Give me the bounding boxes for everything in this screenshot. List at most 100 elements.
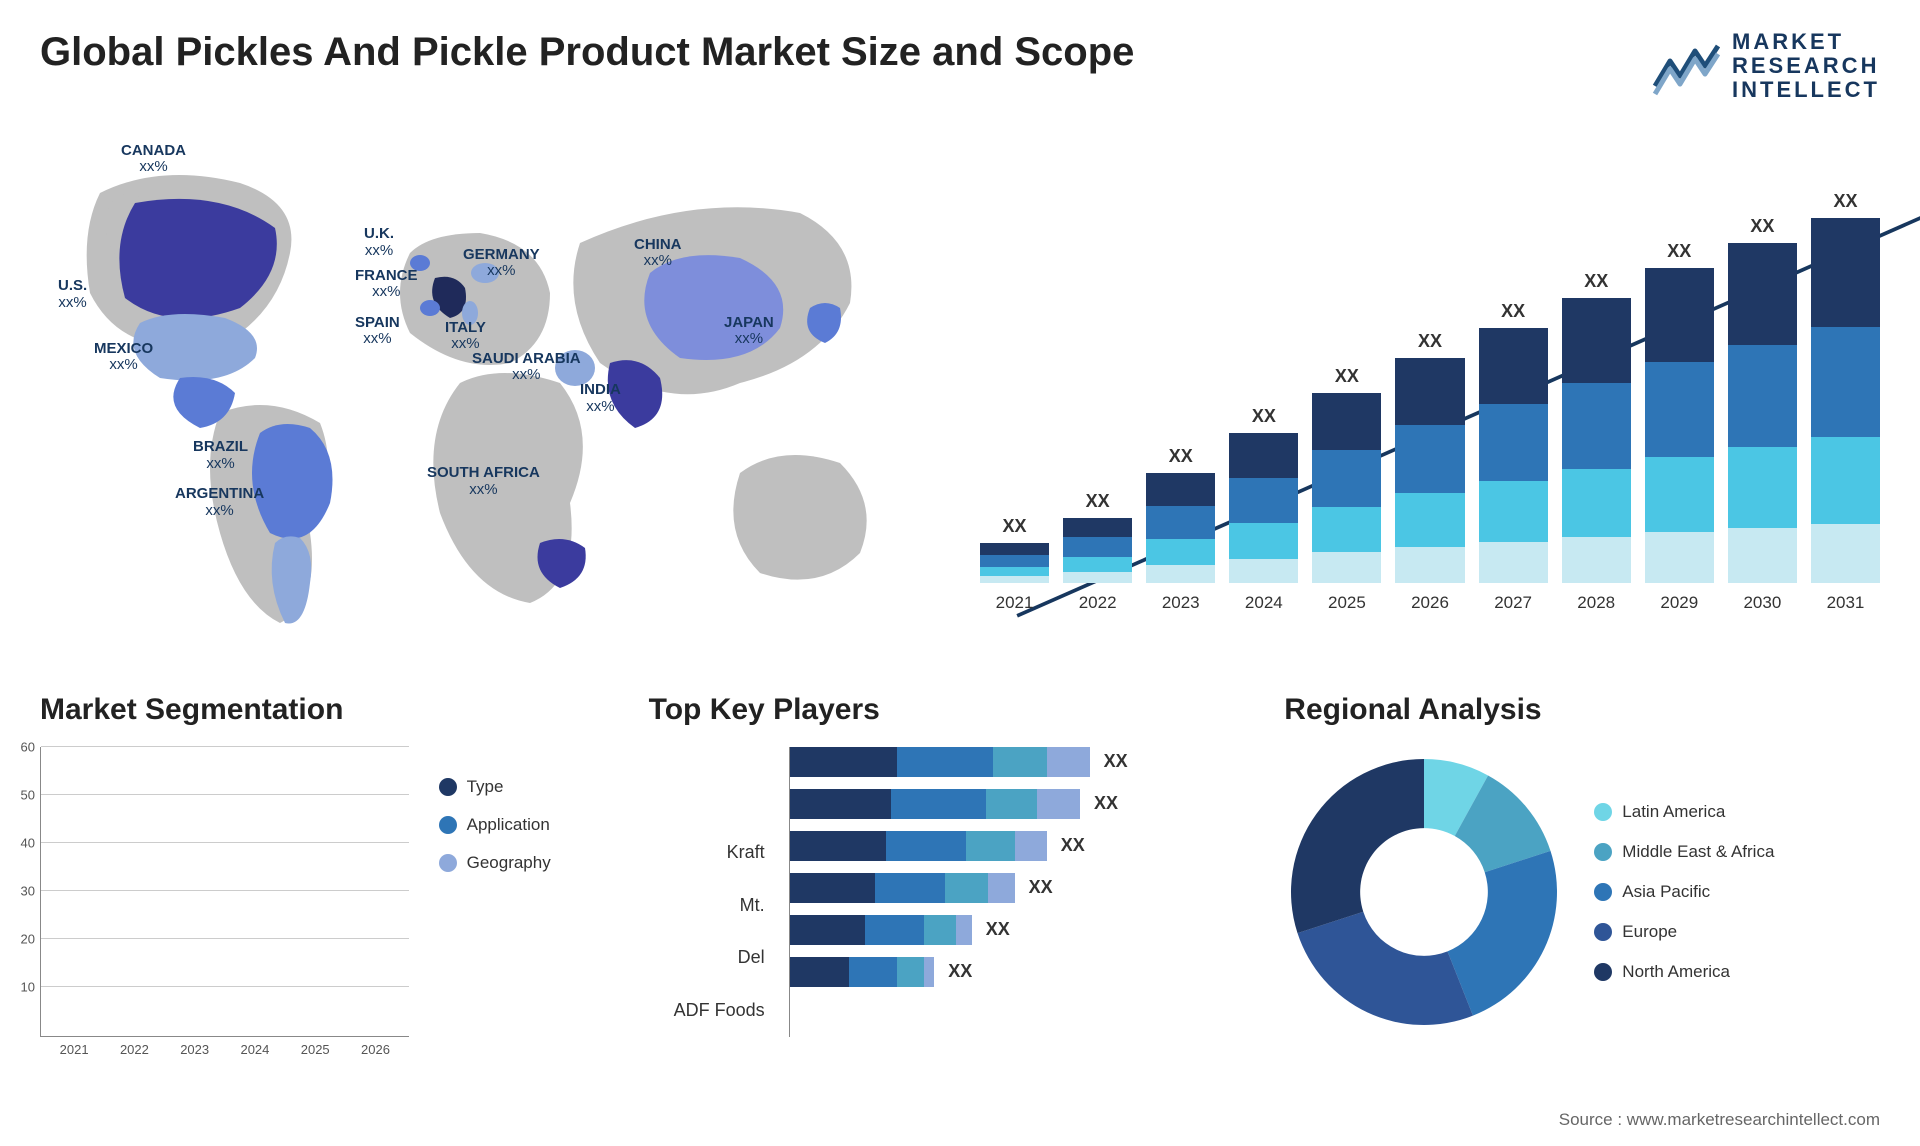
seg-xlabel: 2026	[350, 1042, 400, 1057]
legend-label: Europe	[1622, 922, 1677, 942]
regional-title: Regional Analysis	[1284, 693, 1880, 727]
seg-ytick: 30	[21, 884, 41, 899]
legend-label: Middle East & Africa	[1622, 842, 1774, 862]
kp-label: Kraft	[649, 842, 765, 863]
growth-bar: XX2025	[1312, 366, 1381, 613]
logo-text-1: MARKET	[1732, 30, 1880, 54]
map-label: U.S.xx%	[58, 278, 87, 311]
growth-bar-xlabel: 2026	[1411, 593, 1449, 613]
legend-item: North America	[1594, 962, 1774, 982]
seg-ytick: 10	[21, 980, 41, 995]
growth-bar-value: XX	[1667, 241, 1691, 262]
growth-bar-value: XX	[1086, 491, 1110, 512]
legend-item: Application	[439, 815, 609, 835]
kp-row: XX	[790, 915, 1245, 945]
kp-value: XX	[1061, 835, 1085, 856]
growth-bar: XX 2029	[1645, 241, 1714, 613]
donut-slice	[1448, 850, 1557, 1015]
seg-xlabel: 2022	[109, 1042, 159, 1057]
kp-value: XX	[986, 919, 1010, 940]
segmentation-chart: 202120222023202420252026 102030405060	[40, 747, 409, 1037]
seg-ytick: 50	[21, 787, 41, 802]
map-label: CANADAxx%	[121, 143, 186, 176]
map-label: ARGENTINAxx%	[175, 486, 264, 519]
map-label: CHINAxx%	[634, 237, 682, 270]
logo-icon	[1650, 36, 1720, 96]
growth-bar: XX2031	[1811, 191, 1880, 613]
source-footer: Source : www.marketresearchintellect.com	[1559, 1110, 1880, 1130]
seg-xlabel: 2021	[49, 1042, 99, 1057]
logo-text-2: RESEARCH	[1732, 54, 1880, 78]
donut-slice	[1298, 911, 1473, 1024]
legend-item: Type	[439, 777, 609, 797]
legend-item: Asia Pacific	[1594, 882, 1774, 902]
growth-bar: XX 2027	[1479, 301, 1548, 613]
kp-label: ADF Foods	[649, 1000, 765, 1021]
growth-bar-xlabel: 2027	[1494, 593, 1532, 613]
growth-bar: XX 2028	[1562, 271, 1631, 613]
seg-xlabel: 2024	[230, 1042, 280, 1057]
growth-bar-value: XX	[1750, 216, 1774, 237]
kp-row: XX	[790, 789, 1245, 819]
legend-item: Middle East & Africa	[1594, 842, 1774, 862]
legend-label: Geography	[467, 853, 551, 873]
growth-bar-value: XX	[1252, 406, 1276, 427]
key-players-panel: Top Key Players KraftMt.DelADF Foods XXX…	[649, 693, 1245, 1073]
growth-bar-xlabel: 2029	[1660, 593, 1698, 613]
kp-label: Del	[649, 947, 765, 968]
kp-row: XX	[790, 873, 1245, 903]
growth-bar-xlabel: 2022	[1079, 593, 1117, 613]
growth-bar: XX2021	[980, 516, 1049, 613]
legend-label: Type	[467, 777, 504, 797]
growth-bar-value: XX	[1335, 366, 1359, 387]
growth-bar: XX 2026	[1395, 331, 1464, 613]
map-label: SAUDI ARABIAxx%	[472, 351, 581, 384]
seg-ytick: 20	[21, 932, 41, 947]
map-label: ITALYxx%	[445, 320, 486, 353]
seg-xlabel: 2023	[170, 1042, 220, 1057]
kp-row: XX	[790, 957, 1245, 987]
growth-bar-value: XX	[1584, 271, 1608, 292]
legend-label: Latin America	[1622, 802, 1725, 822]
page-title: Global Pickles And Pickle Product Market…	[40, 30, 1134, 75]
map-label: MEXICOxx%	[94, 341, 153, 374]
kp-label: Mt.	[649, 895, 765, 916]
growth-bar-xlabel: 2030	[1743, 593, 1781, 613]
kp-row: XX	[790, 747, 1245, 777]
donut-slice	[1291, 759, 1424, 933]
legend-item: Latin America	[1594, 802, 1774, 822]
map-label: U.K.xx%	[364, 226, 394, 259]
map-label: JAPANxx%	[724, 315, 774, 348]
logo: MARKET RESEARCH INTELLECT	[1650, 30, 1880, 103]
growth-bar: XX 2024	[1229, 406, 1298, 613]
growth-bar-xlabel: 2023	[1162, 593, 1200, 613]
kp-value: XX	[1094, 793, 1118, 814]
growth-bar-value: XX	[1418, 331, 1442, 352]
key-players-title: Top Key Players	[649, 693, 1245, 727]
map-label: GERMANYxx%	[463, 247, 540, 280]
kp-row: XX	[790, 831, 1245, 861]
segmentation-title: Market Segmentation	[40, 693, 609, 727]
logo-text-3: INTELLECT	[1732, 78, 1880, 102]
legend-label: Application	[467, 815, 550, 835]
growth-bar: XX 2023	[1146, 446, 1215, 613]
key-players-labels: Kraft Mt. Del ADF Foods	[649, 747, 769, 1037]
regional-legend: Latin America Middle East & Africa Asia Pa…	[1594, 802, 1774, 982]
growth-chart-panel: XX2021XX2022XX2023XX2024XX2025XX2026XX20…	[980, 133, 1880, 653]
regional-panel: Regional Analysis Latin America Middle Ea…	[1284, 693, 1880, 1073]
regional-donut-chart	[1284, 752, 1564, 1032]
growth-bar-value: XX	[1169, 446, 1193, 467]
seg-ytick: 40	[21, 835, 41, 850]
segmentation-panel: Market Segmentation 20212022202320242025…	[40, 693, 609, 1073]
growth-bar-value: XX	[1501, 301, 1525, 322]
growth-bar-xlabel: 2028	[1577, 593, 1615, 613]
growth-bar: XX 2030	[1728, 216, 1797, 613]
growth-bar-xlabel: 2024	[1245, 593, 1283, 613]
key-players-chart: XX XX XX XX XX XX	[789, 747, 1245, 1037]
seg-ytick: 60	[21, 739, 41, 754]
growth-bar-xlabel: 2021	[996, 593, 1034, 613]
map-label: FRANCExx%	[355, 268, 418, 301]
kp-value: XX	[948, 961, 972, 982]
seg-xlabel: 2025	[290, 1042, 340, 1057]
growth-bar: XX 2022	[1063, 491, 1132, 613]
